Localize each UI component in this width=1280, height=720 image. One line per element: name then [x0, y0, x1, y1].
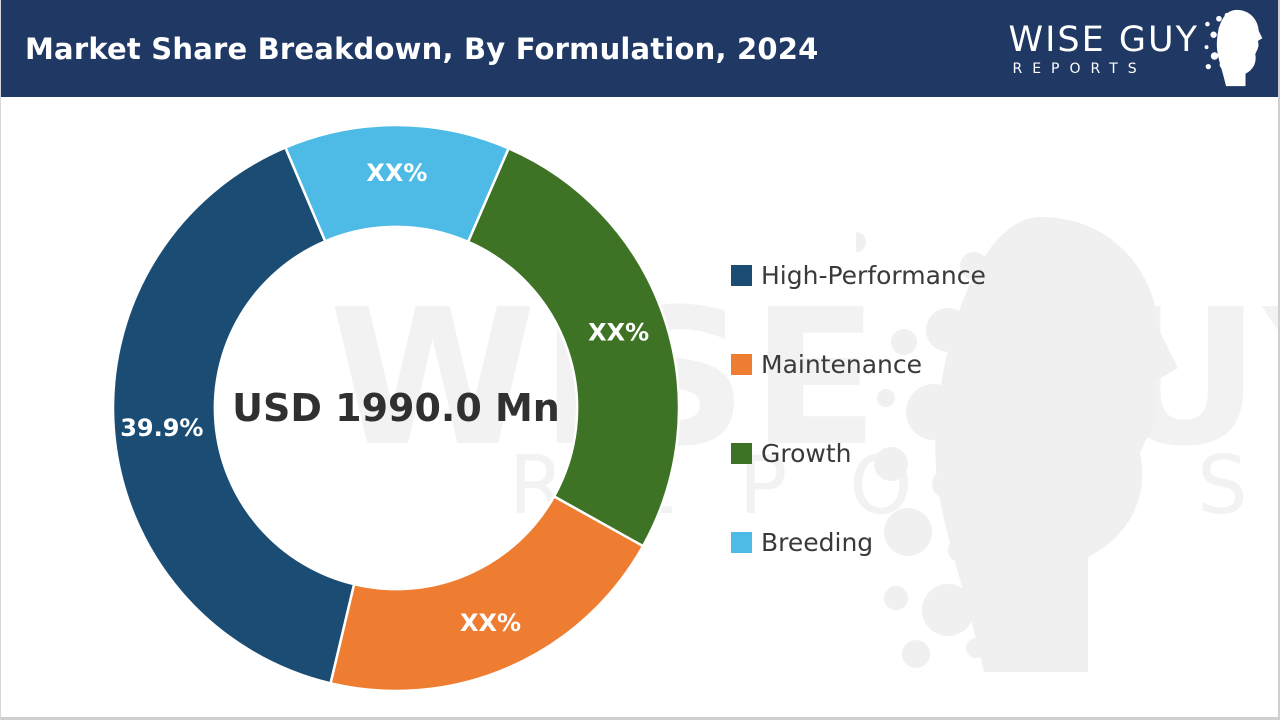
legend-label: Growth [761, 438, 852, 468]
legend-swatch-growth [731, 442, 752, 464]
donut-segment-maintenance [329, 494, 645, 693]
legend-swatch-maintenance [731, 353, 752, 375]
logo-wordmark: WISE GUY [1008, 19, 1199, 60]
legend-item-maintenance: Maintenance [731, 349, 922, 379]
legend-item-breeding: Breeding [731, 527, 873, 557]
wiseguy-logo-text: WISE GUY REPORTS [1008, 20, 1199, 77]
segment-value-label: XX% [588, 319, 649, 347]
segment-value-label: 39.9% [120, 414, 203, 442]
wiseguy-logo: WISE GUY REPORTS [1008, 6, 1265, 90]
legend-item-growth: Growth [731, 438, 852, 468]
page-title: Market Share Breakdown, By Formulation, … [25, 31, 819, 66]
segment-value-label: XX% [460, 609, 521, 637]
legend-swatch-high-performance [731, 264, 752, 286]
donut-segment-high-performance [111, 145, 356, 685]
donut-center-value: USD 1990.0 Mn [232, 386, 560, 430]
logo-subtitle: REPORTS [1012, 60, 1147, 77]
wiseguy-face-icon [1204, 9, 1263, 87]
donut-chart: 39.9% XX% XX% XX% [96, 108, 696, 708]
header-bar: Market Share Breakdown, By Formulation, … [1, 0, 1278, 97]
segment-value-label: XX% [366, 159, 427, 187]
legend-label: Breeding [761, 527, 874, 557]
chart-area: WISE GUY REPORTS 39.9%XX%XX%XX% USD 1990… [1, 97, 1278, 718]
legend-item-high-performance: High-Performance [731, 260, 986, 290]
legend-label: High-Performance [761, 260, 986, 290]
donut-segment-growth [466, 146, 681, 548]
legend-swatch-breeding [731, 531, 752, 553]
donut-segment-breeding [283, 123, 511, 244]
bottom-border [1, 717, 1278, 720]
watermark-face-icon [856, 217, 1178, 672]
legend-label: Maintenance [761, 349, 922, 379]
